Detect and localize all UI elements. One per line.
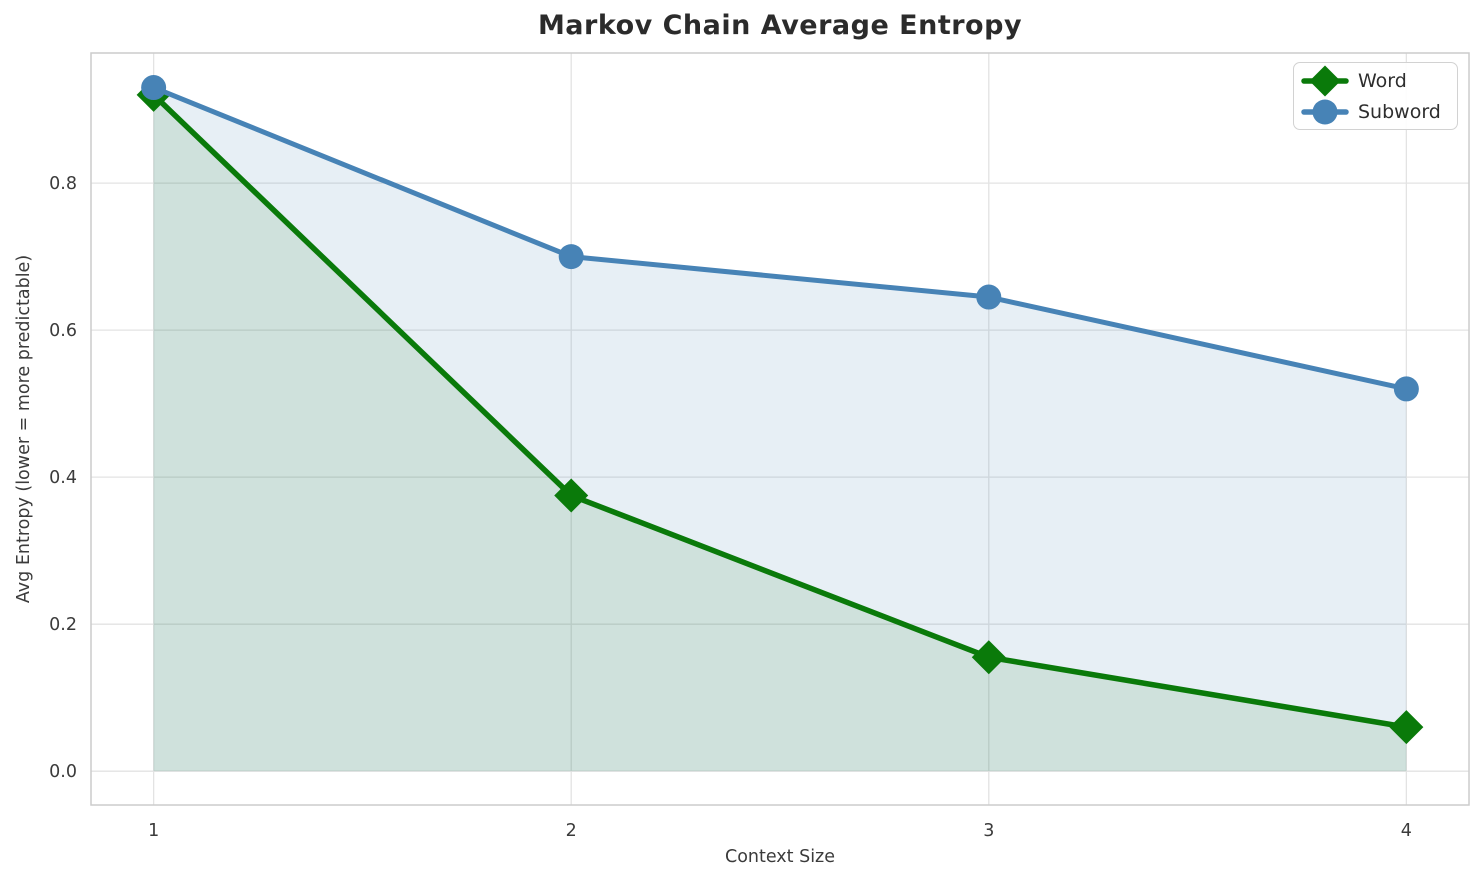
legend-label-subword: Subword <box>1358 100 1441 123</box>
x-tick-label: 2 <box>566 821 577 841</box>
x-tick-label: 3 <box>983 821 994 841</box>
series-line-word <box>150 92 1410 730</box>
legend: Word Subword <box>1293 62 1458 130</box>
x-axis-label: Context Size <box>724 847 836 867</box>
circle-marker-icon <box>558 244 584 270</box>
circle-marker-icon <box>141 75 167 101</box>
circle-marker-icon <box>1301 99 1349 124</box>
y-tick-label: 0.0 <box>49 762 77 782</box>
y-tick-label: 0.6 <box>49 321 77 341</box>
y-axis-label: Avg Entropy (lower = more predictable) <box>14 254 34 604</box>
diamond-marker-icon <box>971 640 1006 675</box>
x-tick-label: 4 <box>1401 821 1412 841</box>
y-tick-label: 0.8 <box>49 174 77 194</box>
chart-title: Markov Chain Average Entropy <box>537 10 1023 41</box>
y-tick-label: 0.4 <box>49 468 77 488</box>
legend-label-word: Word <box>1358 69 1407 92</box>
series-line-subword <box>151 85 1409 392</box>
y-tick-label: 0.2 <box>49 615 77 635</box>
plot-background <box>91 53 1469 805</box>
circle-marker-icon <box>976 284 1002 310</box>
circle-marker-icon <box>1312 99 1338 124</box>
diamond-marker-icon <box>1389 710 1424 745</box>
legend-item-word: Word <box>1301 65 1449 96</box>
diamond-marker-icon <box>1309 65 1341 96</box>
series-area-word <box>153 94 1407 772</box>
legend-item-subword: Subword <box>1301 97 1449 127</box>
x-tick-label: 1 <box>148 821 159 841</box>
circle-marker-icon <box>1393 376 1419 402</box>
diamond-marker-icon <box>1301 65 1349 96</box>
axes-border <box>90 52 1470 806</box>
diamond-marker-icon <box>554 478 589 513</box>
series-area-subword <box>153 87 1407 772</box>
